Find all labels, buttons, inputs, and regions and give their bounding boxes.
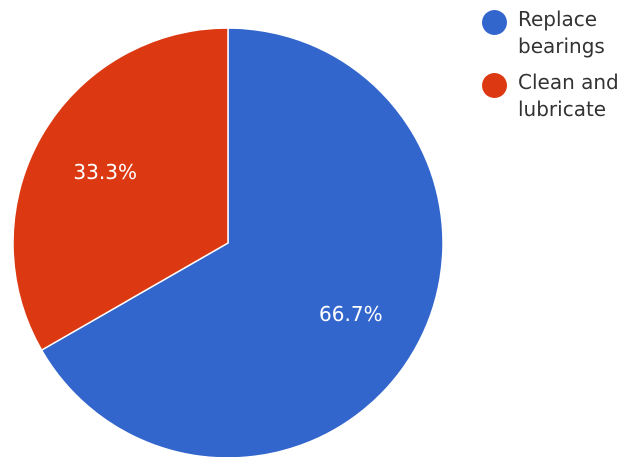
slice-value-label-replace-bearings: 66.7% xyxy=(319,302,383,326)
legend-item-replace-bearings[interactable]: Replace bearings xyxy=(482,6,634,60)
legend-label-replace-bearings-line1: Replace xyxy=(518,7,598,31)
legend-swatch-replace-bearings xyxy=(482,10,507,35)
pie-slice-clean-and-lubricate[interactable] xyxy=(12,27,229,352)
slice-value-label-clean-and-lubricate: 33.3% xyxy=(73,160,137,184)
legend-item-clean-and-lubricate[interactable]: Clean and lubricate xyxy=(482,69,634,123)
legend: Replace bearings Clean and lubricate xyxy=(482,6,634,132)
pie-slice-replace-bearings[interactable] xyxy=(40,27,444,457)
legend-swatch-clean-and-lubricate xyxy=(482,73,507,98)
legend-label-clean-and-lubricate-line1: Clean and xyxy=(518,70,619,94)
legend-label-clean-and-lubricate-line2: lubricate xyxy=(518,97,607,121)
legend-label-replace-bearings-line2: bearings xyxy=(518,34,605,58)
